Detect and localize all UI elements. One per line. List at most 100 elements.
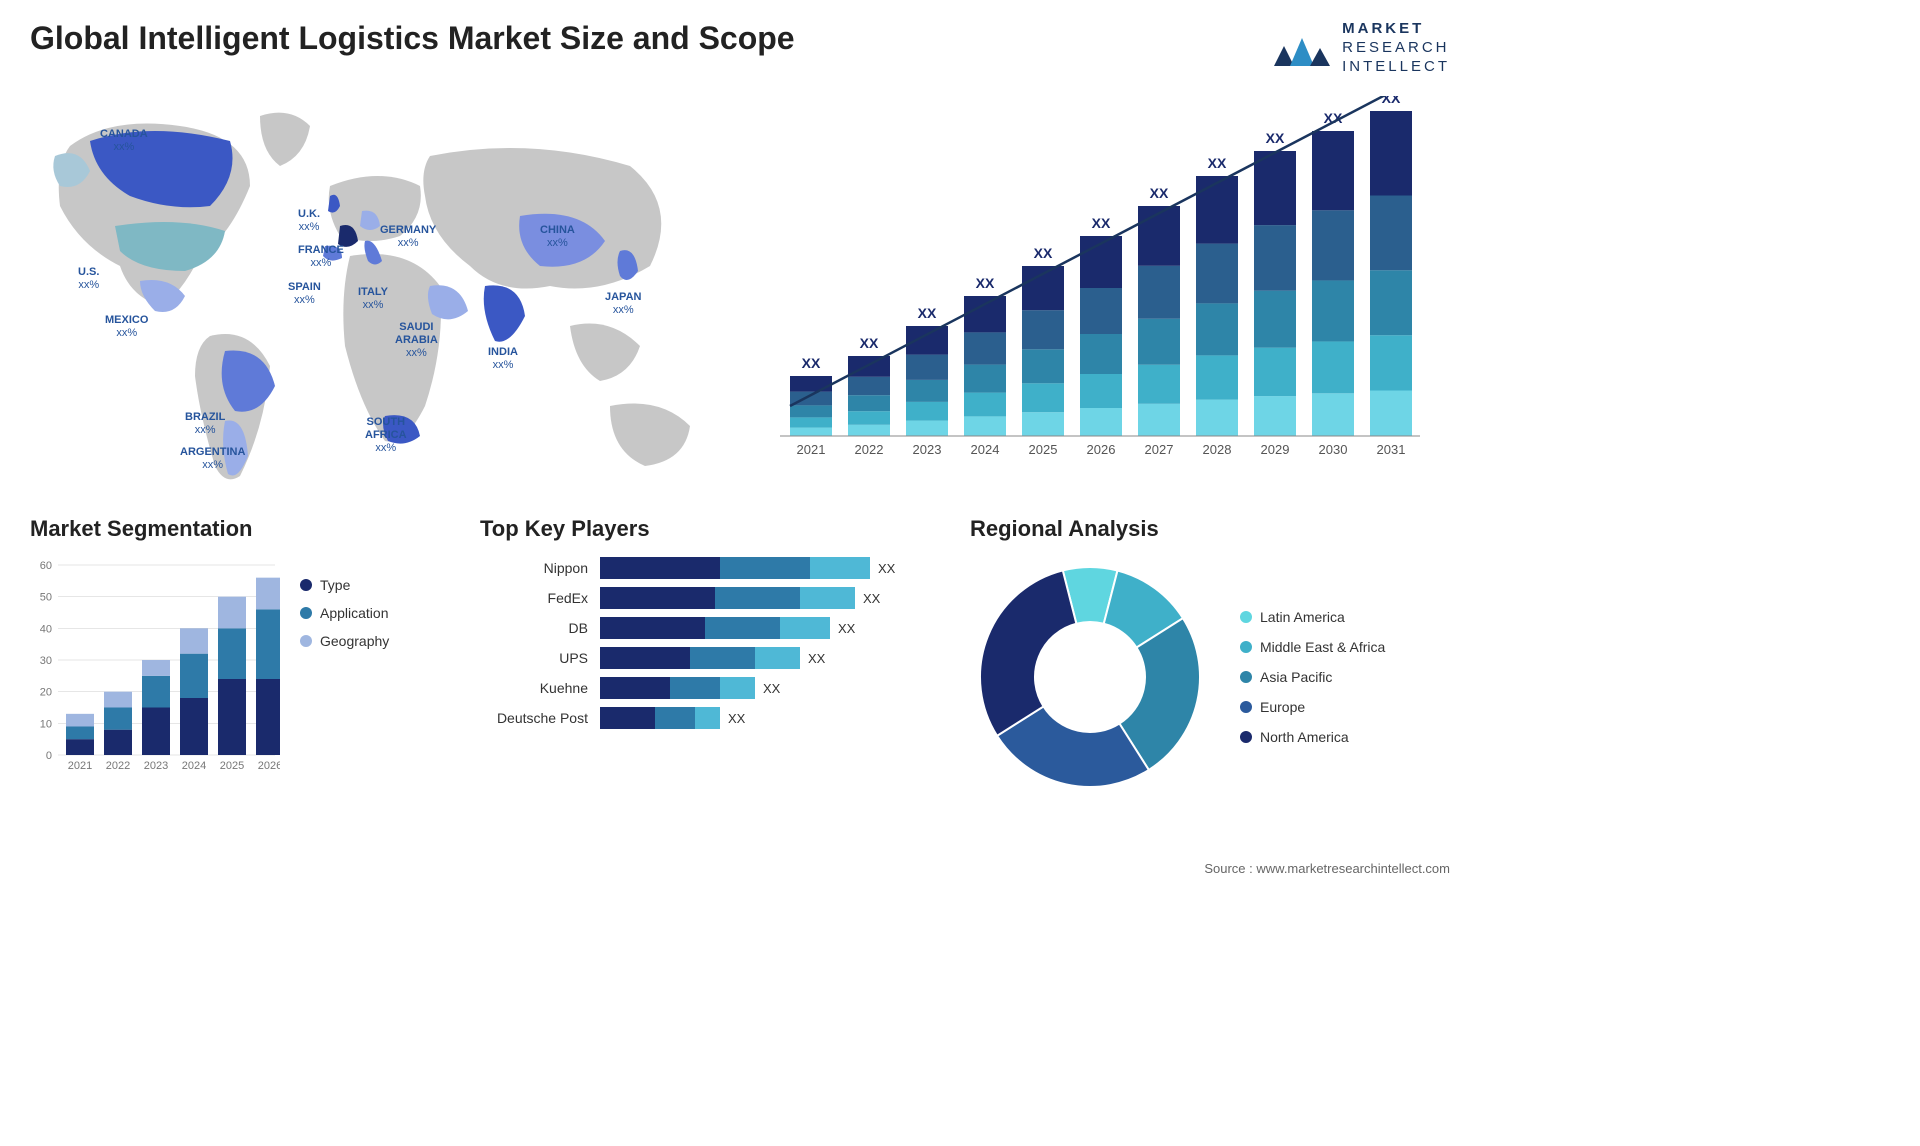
svg-text:2021: 2021 xyxy=(797,442,826,457)
player-bar xyxy=(600,557,870,579)
svg-text:XX: XX xyxy=(802,355,821,371)
player-bar-segment xyxy=(720,677,755,699)
legend-label: Middle East & Africa xyxy=(1260,639,1385,655)
svg-text:2029: 2029 xyxy=(1261,442,1290,457)
svg-text:60: 60 xyxy=(40,560,52,572)
svg-text:XX: XX xyxy=(860,335,879,351)
logo-mark-icon xyxy=(1272,28,1332,68)
svg-text:2026: 2026 xyxy=(258,760,280,772)
legend-item: North America xyxy=(1240,729,1385,745)
player-bar-segment xyxy=(655,707,695,729)
map-country-label: U.S.xx% xyxy=(78,266,99,291)
player-bar-segment xyxy=(600,587,715,609)
legend-item: Latin America xyxy=(1240,609,1385,625)
map-country-label: JAPANxx% xyxy=(605,291,641,316)
logo-line3: INTELLECT xyxy=(1342,58,1450,77)
regional-legend: Latin AmericaMiddle East & AfricaAsia Pa… xyxy=(1240,609,1385,745)
svg-text:XX: XX xyxy=(1382,96,1401,106)
legend-dot-icon xyxy=(1240,641,1252,653)
map-country-label: SOUTHAFRICAxx% xyxy=(365,416,407,454)
player-row: UPSXX xyxy=(480,647,940,669)
player-bar-area: XX xyxy=(600,617,940,639)
player-value: XX xyxy=(838,621,855,636)
player-bar xyxy=(600,707,720,729)
svg-text:2025: 2025 xyxy=(1029,442,1058,457)
player-bar-segment xyxy=(715,587,800,609)
player-name: FedEx xyxy=(480,590,600,606)
player-bar-segment xyxy=(600,557,720,579)
regional-title: Regional Analysis xyxy=(970,516,1450,542)
legend-dot-icon xyxy=(300,579,312,591)
top-row: CANADAxx%U.S.xx%MEXICOxx%BRAZILxx%ARGENT… xyxy=(30,96,1450,496)
legend-dot-icon xyxy=(1240,611,1252,623)
player-bar-segment xyxy=(670,677,720,699)
svg-text:XX: XX xyxy=(1266,130,1285,146)
map-country-label: SPAINxx% xyxy=(288,281,321,306)
svg-text:0: 0 xyxy=(46,750,52,762)
header: Global Intelligent Logistics Market Size… xyxy=(30,20,1450,76)
svg-text:20: 20 xyxy=(40,687,52,699)
svg-text:2023: 2023 xyxy=(144,760,168,772)
legend-label: Latin America xyxy=(1260,609,1345,625)
legend-dot-icon xyxy=(1240,731,1252,743)
legend-item: Geography xyxy=(300,633,389,649)
logo-line2: RESEARCH xyxy=(1342,39,1450,58)
player-bar-area: XX xyxy=(600,647,940,669)
player-bar-segment xyxy=(600,647,690,669)
svg-text:2021: 2021 xyxy=(68,760,92,772)
player-row: DBXX xyxy=(480,617,940,639)
map-country-label: CANADAxx% xyxy=(100,128,148,153)
player-bar-area: XX xyxy=(600,707,940,729)
world-map-panel: CANADAxx%U.S.xx%MEXICOxx%BRAZILxx%ARGENT… xyxy=(30,96,730,496)
svg-text:2022: 2022 xyxy=(855,442,884,457)
player-bar xyxy=(600,647,800,669)
svg-text:2027: 2027 xyxy=(1145,442,1174,457)
svg-text:2028: 2028 xyxy=(1203,442,1232,457)
map-country-label: ITALYxx% xyxy=(358,286,388,311)
player-bar xyxy=(600,587,855,609)
player-row: Deutsche PostXX xyxy=(480,707,940,729)
svg-text:2022: 2022 xyxy=(106,760,130,772)
svg-text:XX: XX xyxy=(918,305,937,321)
map-country-label: BRAZILxx% xyxy=(185,411,225,436)
svg-text:2024: 2024 xyxy=(971,442,1000,457)
legend-dot-icon xyxy=(300,635,312,647)
logo-line1: MARKET xyxy=(1342,20,1450,39)
map-country-label: GERMANYxx% xyxy=(380,224,436,249)
svg-text:XX: XX xyxy=(1034,245,1053,261)
player-value: XX xyxy=(728,711,745,726)
player-bar-area: XX xyxy=(600,677,940,699)
legend-label: Geography xyxy=(320,633,389,649)
svg-text:30: 30 xyxy=(40,655,52,667)
map-country-label: FRANCExx% xyxy=(298,244,344,269)
svg-text:2026: 2026 xyxy=(1087,442,1116,457)
player-bar-segment xyxy=(810,557,870,579)
legend-item: Application xyxy=(300,605,389,621)
player-name: UPS xyxy=(480,650,600,666)
legend-dot-icon xyxy=(1240,701,1252,713)
svg-text:2030: 2030 xyxy=(1319,442,1348,457)
player-name: Nippon xyxy=(480,560,600,576)
player-bar-segment xyxy=(780,617,830,639)
svg-text:XX: XX xyxy=(976,275,995,291)
map-country-label: INDIAxx% xyxy=(488,346,518,371)
legend-item: Type xyxy=(300,577,389,593)
svg-text:XX: XX xyxy=(1208,155,1227,171)
map-country-label: MEXICOxx% xyxy=(105,314,148,339)
segmentation-chart: 0102030405060202120222023202420252026 xyxy=(30,557,280,777)
player-row: KuehneXX xyxy=(480,677,940,699)
growth-chart: XX 2021 XX 2022 XX 2023 XX 2024 XX 2025 XX 2026 XX 20… xyxy=(770,96,1430,466)
map-country-label: CHINAxx% xyxy=(540,224,575,249)
bottom-row: Market Segmentation 01020304050602021202… xyxy=(30,516,1450,797)
page-title: Global Intelligent Logistics Market Size… xyxy=(30,20,795,57)
svg-text:2023: 2023 xyxy=(913,442,942,457)
segmentation-legend: Type Application Geography xyxy=(300,577,389,777)
player-row: Nippon XX xyxy=(480,557,940,579)
svg-text:10: 10 xyxy=(40,719,52,731)
legend-dot-icon xyxy=(300,607,312,619)
player-value: XX xyxy=(878,561,895,576)
players-title: Top Key Players xyxy=(480,516,940,542)
legend-label: Application xyxy=(320,605,389,621)
player-bar-segment xyxy=(600,617,705,639)
player-bar-segment xyxy=(800,587,855,609)
